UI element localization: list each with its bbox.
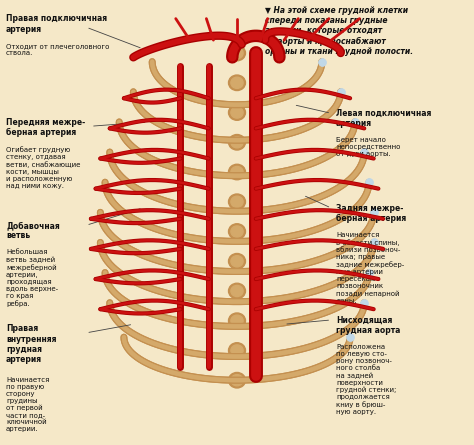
Circle shape xyxy=(228,283,246,299)
Text: Передняя межре-
берная артерия: Передняя межре- берная артерия xyxy=(6,117,85,137)
Circle shape xyxy=(228,105,246,120)
Text: Небольшая
ветвь задней
межреберной
артерии,
проходящая
вдоль верхне-
го края
реб: Небольшая ветвь задней межреберной артер… xyxy=(6,249,58,307)
Text: Расположена
по левую сто-
рону позвоноч-
ного столба
на задней
поверхности
грудн: Расположена по левую сто- рону позвоноч-… xyxy=(336,344,396,415)
Text: Огибает грудную
стенку, отдавая
ветви, снабжающие
кости, мышцы
и расположенную
н: Огибает грудную стенку, отдавая ветви, с… xyxy=(6,146,81,189)
Text: Начинается
по правую
сторону
грудины
от первой
части под-
ключичной
артерии.: Начинается по правую сторону грудины от … xyxy=(6,377,49,433)
Circle shape xyxy=(228,224,246,239)
Circle shape xyxy=(228,134,246,150)
Text: ▼ На этой схеме грудной клетки
спереди показаны грудные
артерии, которые отходят: ▼ На этой схеме грудной клетки спереди п… xyxy=(265,6,413,57)
Circle shape xyxy=(231,166,243,178)
Text: Нисходящая
грудная аорта: Нисходящая грудная аорта xyxy=(336,316,401,335)
Circle shape xyxy=(228,372,246,388)
Circle shape xyxy=(228,343,246,358)
Circle shape xyxy=(228,194,246,210)
Circle shape xyxy=(228,75,246,90)
Text: Добавочная
ветвь: Добавочная ветвь xyxy=(6,221,60,240)
Circle shape xyxy=(231,255,243,267)
Circle shape xyxy=(231,77,243,89)
Circle shape xyxy=(231,137,243,148)
Circle shape xyxy=(231,375,243,386)
Circle shape xyxy=(231,315,243,326)
Text: Правая подключичная
артерия: Правая подключичная артерия xyxy=(6,14,107,34)
Circle shape xyxy=(231,345,243,356)
Text: Отходит от плечеголовного
ствола.: Отходит от плечеголовного ствола. xyxy=(6,43,109,56)
Text: Правая
внутренняя
грудная
артерия: Правая внутренняя грудная артерия xyxy=(6,324,56,364)
Text: Начинается
в области спины,
вблизи позвоноч-
ника; правые
задние межребер-
ные а: Начинается в области спины, вблизи позво… xyxy=(336,232,404,304)
Text: Левая подключичная
артерия: Левая подключичная артерия xyxy=(336,109,431,129)
Text: Берет начало
непосредственно
от дуги аорты.: Берет начало непосредственно от дуги аор… xyxy=(336,138,401,158)
Circle shape xyxy=(231,107,243,118)
Circle shape xyxy=(228,313,246,328)
Circle shape xyxy=(228,254,246,269)
Circle shape xyxy=(231,226,243,237)
Circle shape xyxy=(228,45,246,61)
Circle shape xyxy=(231,48,243,59)
Circle shape xyxy=(231,285,243,296)
Text: Задняя межре-
берная артерия: Задняя межре- берная артерия xyxy=(336,204,406,223)
Circle shape xyxy=(228,164,246,180)
Circle shape xyxy=(231,196,243,207)
